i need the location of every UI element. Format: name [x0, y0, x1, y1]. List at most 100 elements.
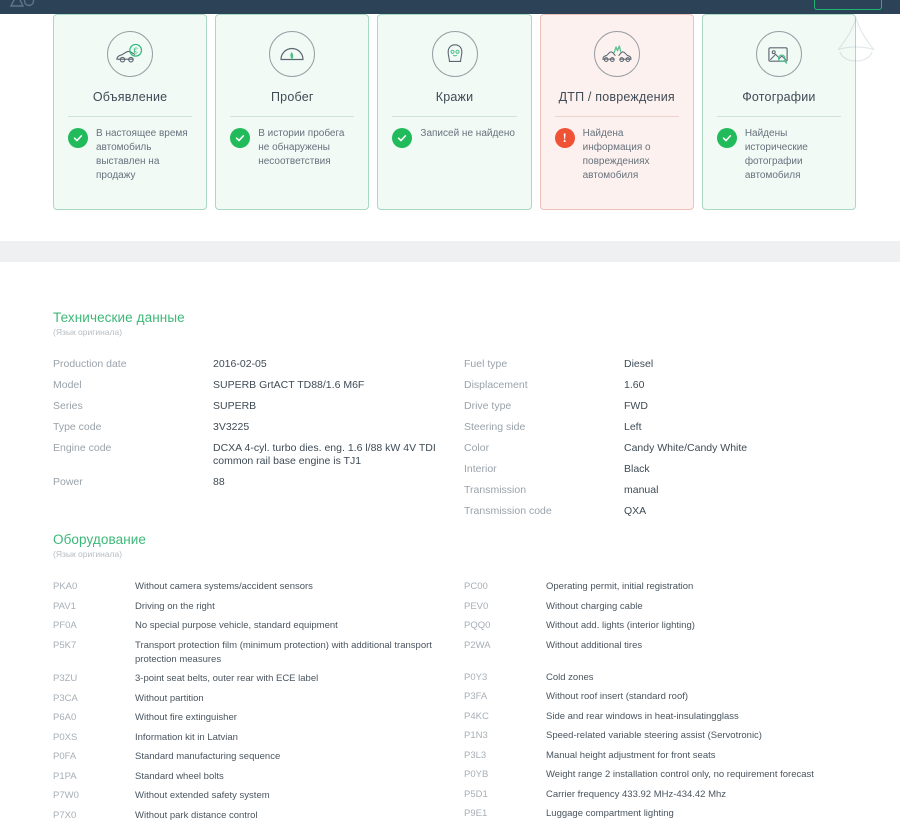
row-value: 88 — [213, 476, 225, 488]
status-card-photos[interactable]: Фотографии Найдены исторические фотограф… — [701, 14, 857, 210]
divider — [554, 116, 679, 117]
equipment-desc: Without charging cable — [546, 600, 643, 612]
equipment-row: P3ZU 3-point seat belts, outer rear with… — [53, 672, 453, 686]
row-label: Displacement — [464, 379, 528, 391]
technical-row: Model SUPERB GrtACT TD88/1.6 M6F — [53, 379, 453, 392]
equipment-code: PQQ0 — [464, 620, 491, 631]
technical-row: Series SUPERB — [53, 400, 453, 413]
technical-row: Fuel type Diesel — [464, 358, 864, 371]
row-label: Type code — [53, 421, 102, 433]
status-card-listing[interactable]: € Объявление В настоящее время автомобил… — [53, 14, 208, 210]
site-header-bar — [0, 0, 900, 14]
check-icon — [716, 128, 737, 148]
equipment-right-column: PC00 Operating permit, initial registrat… — [464, 580, 864, 822]
equipment-code: PEV0 — [464, 600, 489, 612]
equipment-code: P0Y3 — [464, 671, 488, 683]
status-card-title: Пробег — [270, 90, 314, 104]
row-value: Black — [624, 463, 650, 475]
equipment-heading: Оборудование (Язык оригинала) — [0, 532, 900, 559]
row-value: DCXA 4-cyl. turbo dies. eng. 1.6 l/88 kW… — [213, 442, 436, 467]
site-logo[interactable] — [8, 0, 38, 12]
row-value: 2016-02-05 — [213, 358, 267, 370]
row-label: Engine code — [53, 442, 112, 454]
equipment-desc: Without fire extinguisher — [135, 712, 237, 723]
technical-right-column: Fuel type Diesel Displacement 1.60 Drive… — [464, 358, 864, 526]
panel-gap — [0, 241, 900, 262]
status-card-title: ДТП / повреждения — [558, 90, 675, 104]
technical-row: Displacement 1.60 — [464, 379, 864, 392]
equipment-row: P4KC Side and rear windows in heat-insul… — [464, 710, 864, 724]
row-label: Production date — [53, 358, 127, 370]
technical-row: Drive type FWD — [464, 400, 864, 413]
status-cards-row: € Объявление В настоящее время автомобил… — [53, 14, 857, 210]
row-label: Drive type — [464, 400, 512, 412]
equipment-row: P0FA Standard manufacturing sequence — [53, 750, 453, 764]
status-card-mileage[interactable]: Пробег В истории пробега не обнаружены н… — [215, 14, 370, 210]
thief-mask-icon — [431, 31, 478, 77]
status-card-damage[interactable]: ДТП / повреждения ! Найдена информация о… — [539, 14, 694, 210]
car-crash-icon — [593, 31, 640, 77]
status-card-title: Объявление — [92, 90, 168, 104]
exclamation-glyph: ! — [562, 130, 567, 145]
check-icon — [392, 128, 413, 148]
technical-row: Engine code DCXA 4-cyl. turbo dies. eng.… — [53, 442, 453, 468]
status-text: Найдена информация о повреждениях автомо… — [582, 128, 651, 181]
row-label: Steering side — [464, 421, 526, 433]
technical-data-table: Production date 2016-02-05 Model SUPERB … — [0, 358, 900, 526]
equipment-row: P5D1 Carrier frequency 433.92 MHz-434.42… — [464, 788, 864, 802]
equipment-code: P7X0 — [53, 809, 77, 821]
equipment-desc: Without partition — [135, 692, 204, 704]
technical-row: Type code 3V3225 — [53, 421, 453, 434]
equipment-code: PF0A — [53, 620, 77, 631]
status-card-theft[interactable]: Кражи Записей не найдено — [377, 14, 532, 210]
equipment-desc: Manual height adjustment for front seats — [546, 749, 716, 761]
equipment-code: P4KC — [464, 710, 489, 722]
alert-icon: ! — [554, 128, 575, 148]
equipment-code: PAV1 — [53, 600, 76, 612]
equipment-row: P2WA Without additional tires — [464, 639, 864, 653]
status-text: Записей не найдено — [420, 128, 515, 139]
technical-row: Interior Black — [464, 463, 864, 476]
row-label: Transmission — [464, 484, 527, 496]
row-value: SUPERB — [213, 400, 257, 412]
equipment-row: PQQ0 Without add. lights (interior light… — [464, 619, 864, 633]
equipment-row: P0Y3 Cold zones — [464, 671, 864, 685]
equipment-code: P7W0 — [53, 790, 79, 801]
equipment-row: P0XS Information kit in Latvian — [53, 731, 453, 745]
equipment-code: P5D1 — [464, 788, 488, 800]
equipment-desc: Standard wheel bolts — [135, 770, 224, 782]
row-value: Candy White/Candy White — [624, 442, 748, 454]
equipment-code: P9E1 — [464, 808, 488, 819]
equipment-row: P9E1 Luggage compartment lighting — [464, 807, 864, 821]
header-cta-button[interactable] — [814, 0, 882, 10]
vehicle-detail-panel: Технические данные (Язык оригинала) Prod… — [0, 262, 900, 822]
row-value: Diesel — [624, 358, 654, 370]
equipment-code: P2WA — [464, 639, 491, 651]
technical-row: Transmission code QXA — [464, 505, 864, 518]
row-label: Color — [464, 442, 490, 454]
equipment-row: PKA0 Without camera systems/accident sen… — [53, 580, 453, 594]
technical-row: Steering side Left — [464, 421, 864, 434]
row-label: Series — [53, 400, 83, 412]
equipment-desc: 3-point seat belts, outer rear with ECE … — [135, 673, 319, 684]
divider — [716, 116, 842, 117]
row-value: 1.60 — [624, 379, 645, 391]
equipment-code: PC00 — [464, 581, 488, 592]
row-label: Transmission code — [464, 505, 552, 517]
section-subtitle: (Язык оригинала) — [53, 327, 123, 337]
technical-row: Production date 2016-02-05 — [53, 358, 453, 371]
row-value: manual — [624, 484, 659, 496]
equipment-code: P3FA — [464, 691, 488, 702]
equipment-table: PKA0 Without camera systems/accident sen… — [0, 580, 900, 822]
equipment-desc: Carrier frequency 433.92 MHz-434.42 Mhz — [546, 788, 727, 800]
equipment-row: P1N3 Speed-related variable steering ass… — [464, 729, 864, 743]
technical-left-column: Production date 2016-02-05 Model SUPERB … — [53, 358, 453, 526]
equipment-desc: Speed-related variable steering assist (… — [546, 730, 762, 741]
status-text: В истории пробега не обнаружены несоотве… — [258, 128, 345, 167]
equipment-desc: Transport protection film (minimum prote… — [135, 639, 432, 665]
row-value: Left — [624, 421, 642, 433]
status-row: Найдены исторические фотографии автомоби… — [716, 127, 841, 183]
equipment-row: P7W0 Without extended safety system — [53, 789, 453, 803]
equipment-code: P5K7 — [53, 639, 77, 651]
